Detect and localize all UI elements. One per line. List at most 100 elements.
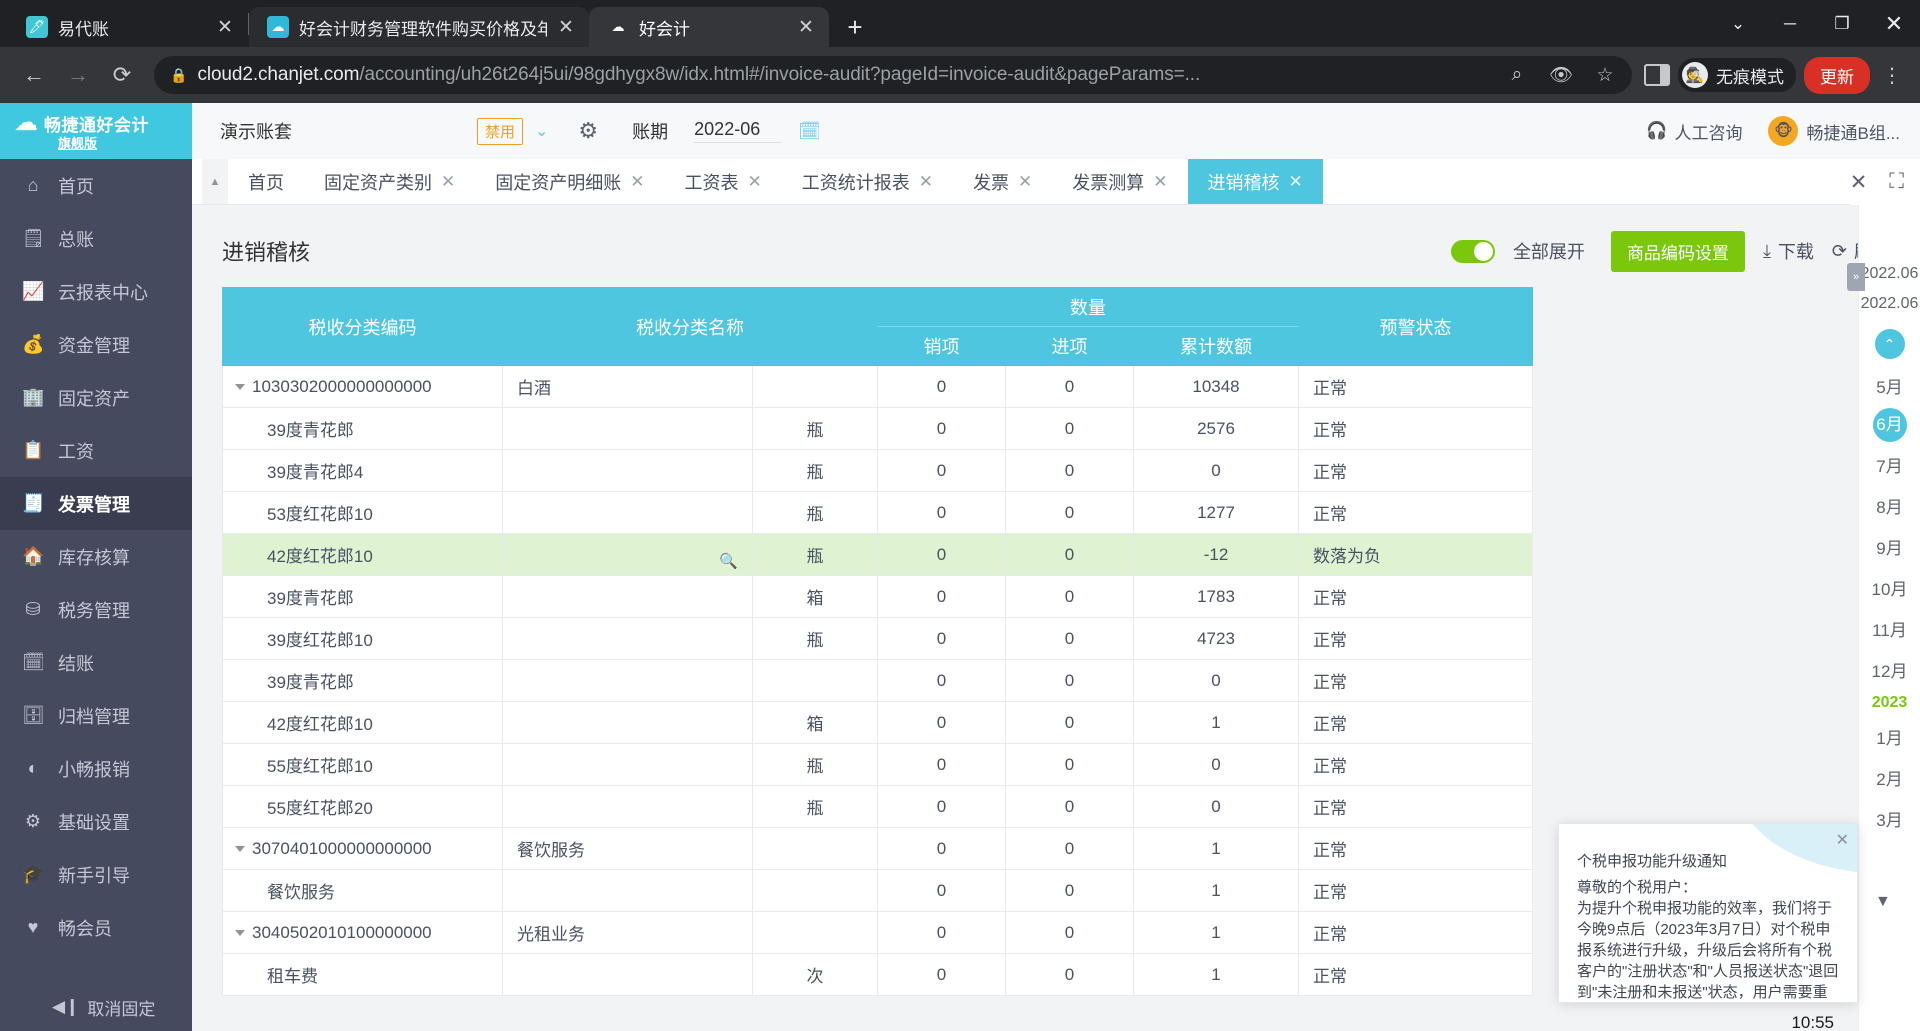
sidebar-item-invoice-mgmt[interactable]: 🧾 发票管理 — [0, 477, 192, 530]
maximize-icon[interactable]: ❐ — [1834, 13, 1850, 33]
expander-icon[interactable] — [235, 384, 245, 391]
sidebar-item-tax-mgmt[interactable]: ⛁ 税务管理 — [0, 583, 192, 636]
table-row[interactable]: 39度红花郎10 瓶 0 0 4723 正常 — [222, 617, 1534, 660]
incognito-mode-chip[interactable]: 🕵 无痕模式 — [1678, 58, 1796, 92]
back-icon[interactable]: ← — [23, 62, 45, 87]
expander-icon[interactable] — [235, 930, 245, 937]
sidebar-item-expense[interactable]: ◐ 小畅报销 — [0, 742, 192, 795]
tab-invoice-audit[interactable]: 进销稽核 ✕ — [1187, 159, 1323, 204]
side-panel-icon[interactable] — [1644, 64, 1670, 86]
table-row[interactable]: 租车费次 0 0 1 正常 — [222, 953, 1534, 996]
sidebar-item-report-center[interactable]: 📈 云报表中心 — [0, 265, 192, 318]
sidebar-collapse-button[interactable]: ◀❙ 取消固定 — [0, 983, 192, 1031]
calendar-icon[interactable]: 🗓 — [798, 120, 822, 141]
table-row[interactable]: 39度青花郎箱 0 0 1783 正常 — [222, 575, 1534, 618]
table-row[interactable]: 39度青花郎4 瓶 0 0 0 正常 — [222, 449, 1534, 492]
chevron-down-icon[interactable]: ⌄ — [535, 123, 549, 140]
window-close-icon[interactable]: ✕ — [1884, 10, 1904, 36]
browser-tab-2[interactable]: ☁ 好会计财务管理软件购买价格及年 ✕ — [249, 7, 589, 47]
close-icon[interactable]: ✕ — [1153, 171, 1168, 191]
bookmark-star-icon[interactable]: ☆ — [1596, 64, 1614, 86]
table-row[interactable]: 3070401000000000000 餐饮服务 0 0 1 正常 — [222, 827, 1534, 870]
browser-tab-3[interactable]: ☁ 好会计 ✕ — [589, 7, 829, 47]
close-icon[interactable]: ✕ — [441, 171, 456, 191]
sidebar-item-fund-mgmt[interactable]: 💰 资金管理 — [0, 318, 192, 371]
zoom-out-icon[interactable]: ⌕ — [1511, 64, 1523, 85]
rail-month-10[interactable]: 10月 — [1871, 580, 1908, 599]
rail-scroll-down-icon[interactable]: ▼ — [1875, 893, 1891, 910]
expand-all-toggle[interactable] — [1450, 239, 1495, 263]
col-header-name[interactable]: 税收分类名称 — [502, 287, 878, 366]
forward-icon[interactable]: → — [67, 62, 89, 87]
table-row[interactable]: 1030302000000000000 白酒 0 0 10348 正常 — [222, 365, 1534, 408]
download-button[interactable]: ⤓ 下载 — [1763, 238, 1814, 264]
browser-tab-1[interactable]: 🖊 易代账 ✕ — [8, 7, 248, 47]
tab-payroll-sheet[interactable]: 工资表 ✕ — [665, 159, 782, 204]
tab-invoice[interactable]: 发票 ✕ — [953, 159, 1052, 204]
period-value[interactable]: 2022-06 — [694, 119, 783, 143]
close-icon[interactable]: ✕ — [1835, 832, 1849, 849]
close-icon[interactable]: ✕ — [747, 171, 762, 191]
minimize-icon[interactable]: ─ — [1783, 13, 1797, 33]
browser-menu-icon[interactable]: ⋮ — [1882, 64, 1902, 87]
col-header-purchase[interactable]: 进项 — [1005, 326, 1134, 366]
expander-icon[interactable] — [235, 846, 245, 853]
sidebar-item-basic-settings[interactable]: ⚙ 基础设置 — [0, 795, 192, 848]
close-icon[interactable]: ✕ — [558, 16, 574, 38]
sidebar-item-guide[interactable]: 🎓 新手引导 — [0, 848, 192, 901]
table-row[interactable]: 53度红花郎10 瓶 0 0 1277 正常 — [222, 491, 1534, 534]
close-icon[interactable]: ✕ — [630, 171, 645, 191]
col-header-sales[interactable]: 销项 — [877, 326, 1006, 366]
rail-month-12[interactable]: 12月 — [1871, 662, 1908, 681]
tab-payroll-stats[interactable]: 工资统计报表 ✕ — [782, 159, 953, 204]
rail-month-11[interactable]: 11月 — [1872, 621, 1907, 640]
table-row[interactable]: 55度红花郎20 瓶 0 0 0 正常 — [222, 785, 1534, 828]
col-header-warn-status[interactable]: 预警状态 — [1298, 287, 1534, 366]
search-icon[interactable]: 🔍 — [719, 552, 738, 570]
sidebar-item-archive[interactable]: 🗄 归档管理 — [0, 689, 192, 742]
chevron-up-icon[interactable]: ⌃ — [1874, 329, 1905, 359]
close-icon[interactable]: ✕ — [1018, 171, 1033, 191]
sidebar-item-fixed-assets[interactable]: 🏢 固定资产 — [0, 371, 192, 424]
table-row[interactable]: 55度红花郎10 瓶 0 0 0 正常 — [222, 743, 1534, 786]
close-icon[interactable]: ✕ — [1849, 170, 1868, 194]
table-row[interactable]: 39度青花郎瓶 0 0 2576 正常 — [222, 407, 1534, 450]
reload-icon[interactable]: ⟳ — [112, 62, 132, 87]
table-row[interactable]: 39度青花郎 0 0 0 正常 — [222, 659, 1534, 702]
table-row[interactable]: 餐饮服务 0 0 1 正常 — [222, 869, 1534, 912]
settings-gear-icon[interactable]: ⚙ — [578, 118, 599, 143]
col-header-cumulative[interactable]: 累计数额 — [1132, 326, 1300, 366]
sidebar-item-ledger[interactable]: 🗒 总账 — [0, 212, 192, 265]
close-icon[interactable]: ✕ — [918, 171, 933, 191]
sidebar-item-home[interactable]: ⌂ 首页 — [0, 159, 192, 212]
service-consult-button[interactable]: 🎧 人工咨询 — [1646, 119, 1742, 144]
user-chip[interactable]: 🐵 畅捷通B组... — [1768, 116, 1900, 146]
close-icon[interactable]: ✕ — [217, 16, 233, 38]
goods-code-settings-button[interactable]: 商品编码设置 — [1610, 230, 1745, 272]
sidebar-item-member[interactable]: ♥ 畅会员 — [0, 901, 192, 954]
close-icon[interactable]: ✕ — [798, 16, 814, 38]
rail-month-7[interactable]: 7月 — [1876, 457, 1903, 476]
rail-month-5[interactable]: 5月 — [1876, 378, 1903, 397]
rail-collapse-button[interactable]: » — [1847, 263, 1865, 291]
eye-off-icon[interactable]: 👁 — [1548, 65, 1574, 86]
tab-home[interactable]: 首页 — [228, 159, 304, 204]
sidebar-item-payroll[interactable]: 📋 工资 — [0, 424, 192, 477]
new-tab-button[interactable]: + — [847, 11, 863, 42]
sidebar-item-checkout[interactable]: 🗓 结账 — [0, 636, 192, 689]
rail-month-1[interactable]: 1月 — [1876, 729, 1903, 748]
minimize-to-tray-icon[interactable]: ⌄ — [1730, 13, 1746, 33]
fullscreen-icon[interactable]: ⛶ — [1889, 170, 1904, 193]
rail-month-2[interactable]: 2月 — [1876, 770, 1903, 789]
col-header-code[interactable]: 税收分类编码 — [222, 287, 503, 366]
tab-invoice-forecast[interactable]: 发票测算 ✕ — [1052, 159, 1187, 204]
update-button[interactable]: 更新 — [1804, 56, 1870, 94]
rail-month-6[interactable]: 6月 — [1872, 408, 1907, 442]
table-row[interactable]: 42度红花郎10 🔍 瓶 0 0 -12 数落为负 — [222, 533, 1534, 576]
table-row[interactable]: 3040502010100000000 光租业务 0 0 1 正常 — [222, 911, 1534, 954]
tab-fixed-asset-detail[interactable]: 固定资产明细账 ✕ — [475, 159, 664, 204]
table-row[interactable]: 42度红花郎10 箱 0 0 1 正常 — [222, 701, 1534, 744]
close-icon[interactable]: ✕ — [1288, 171, 1303, 191]
tab-scroll-up-icon[interactable]: ▲ — [202, 159, 228, 204]
sidebar-item-inventory[interactable]: 🏠 库存核算 — [0, 530, 192, 583]
